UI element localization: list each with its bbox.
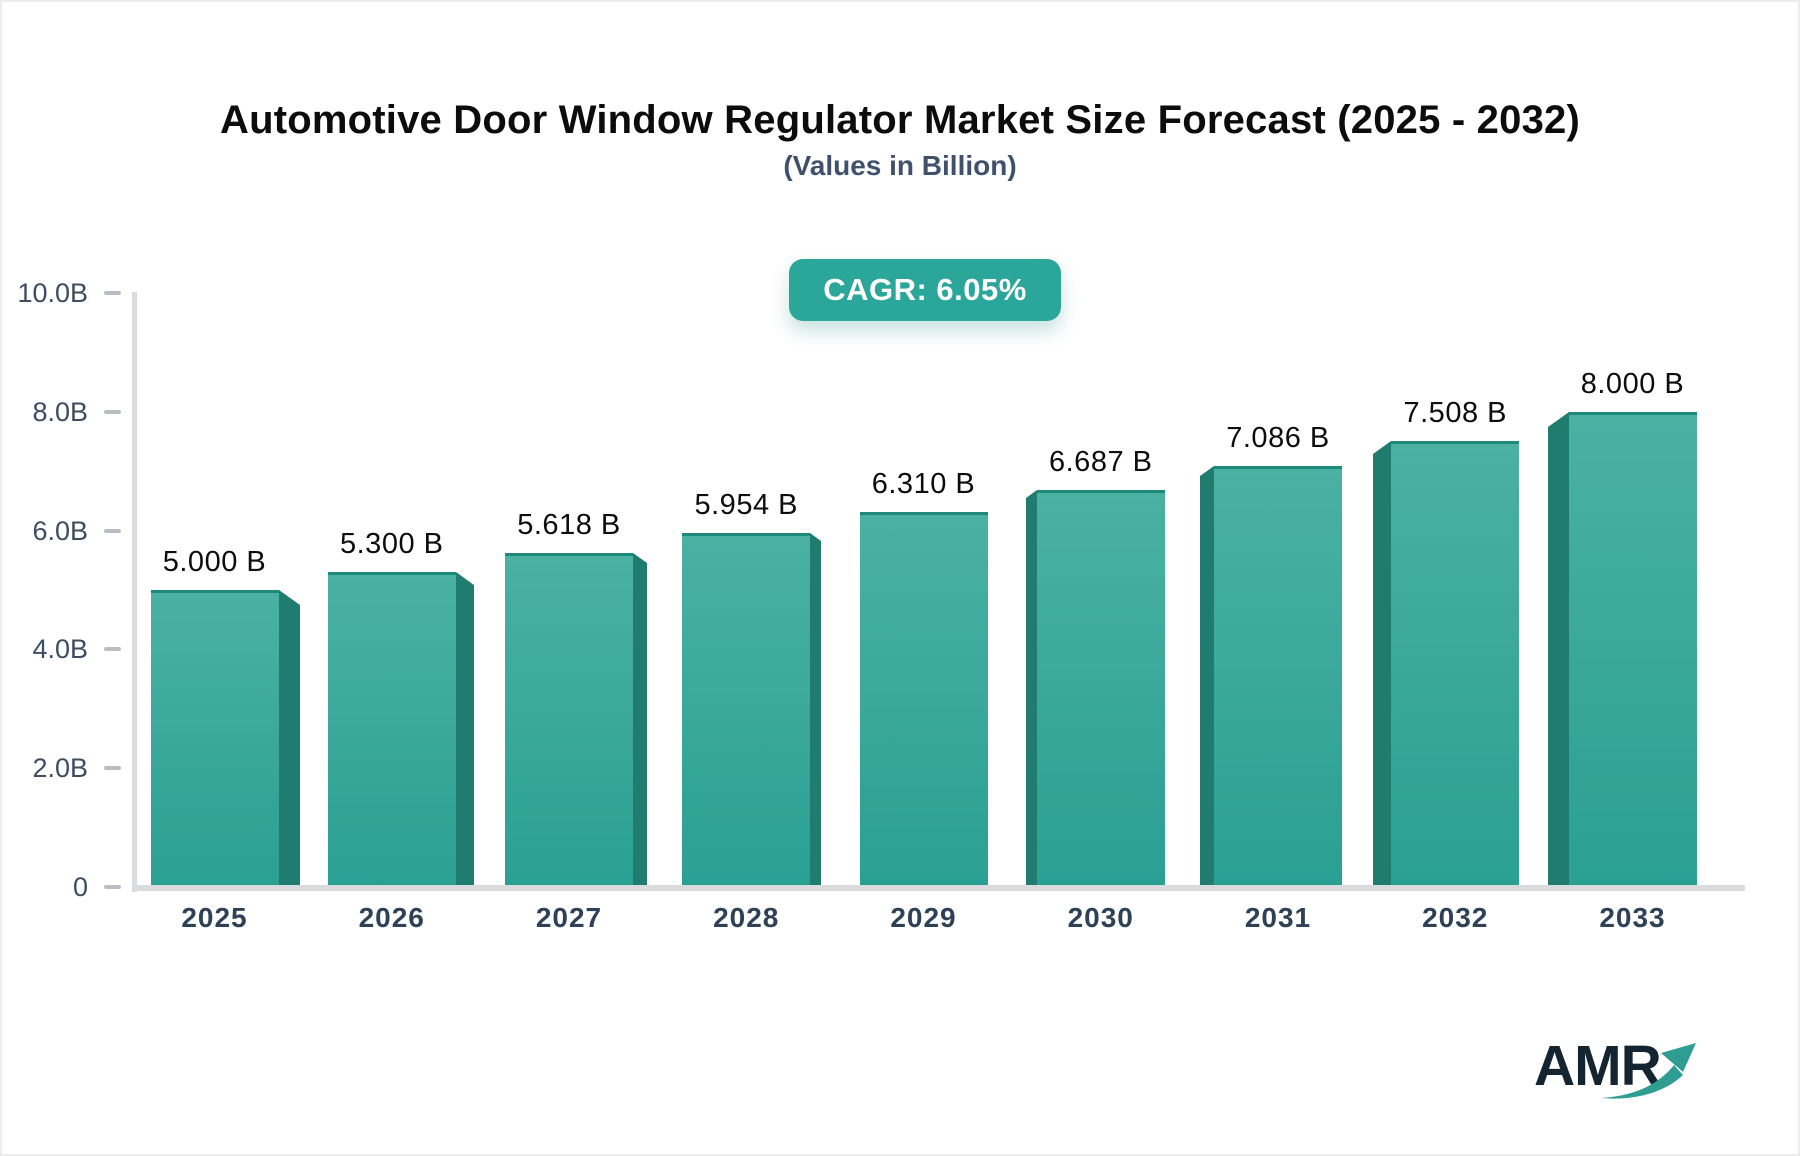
- bar-2031[interactable]: [1214, 466, 1342, 887]
- x-axis-label-2026: 2026: [358, 902, 425, 933]
- y-axis-tick-label: 4.0B: [32, 634, 88, 665]
- y-axis-tick-dash: [104, 647, 121, 652]
- logo-text: AMR: [1534, 1034, 1662, 1098]
- y-axis-tick-dash: [104, 528, 121, 533]
- x-axis-label-2029: 2029: [890, 902, 957, 933]
- amr-logo: AMR: [1534, 1033, 1714, 1113]
- x-axis-label-2032: 2032: [1422, 902, 1489, 933]
- y-axis-tick-label: 0: [72, 872, 88, 902]
- bar-side-face-2033: [1548, 412, 1569, 891]
- bar-value-label-2026: 5.300 B: [340, 528, 444, 560]
- bar-2033[interactable]: [1569, 412, 1697, 887]
- bar-2026[interactable]: [328, 572, 456, 887]
- y-axis-tick-label: 6.0B: [32, 515, 88, 546]
- bar-2030[interactable]: [1037, 490, 1165, 887]
- chart-subtitle: (Values in Billion): [783, 150, 1017, 181]
- x-axis-label-2025: 2025: [181, 902, 248, 933]
- y-axis-tick-dash: [104, 291, 121, 295]
- bar-2025[interactable]: [151, 590, 279, 887]
- bar-value-label-2027: 5.618 B: [517, 509, 621, 541]
- bar-value-label-2033: 8.000 B: [1580, 368, 1685, 400]
- bar-side-face-2031: [1200, 466, 1214, 891]
- x-axis-label-2030: 2030: [1067, 902, 1134, 933]
- bar-side-face-2030: [1026, 490, 1037, 891]
- bar-value-label-2032: 7.508 B: [1403, 397, 1507, 429]
- cagr-badge: CAGR: 6.05%: [789, 259, 1061, 321]
- x-axis-label-2027: 2027: [535, 902, 603, 933]
- bar-value-label-2031: 7.086 B: [1226, 422, 1330, 454]
- bar-2027[interactable]: [505, 553, 633, 887]
- bar-side-face-2028: [810, 533, 821, 891]
- page-title: Automotive Door Window Regulator Market …: [219, 98, 1580, 142]
- x-axis-label-2033: 2033: [1599, 902, 1666, 933]
- x-axis-label-2031: 2031: [1244, 902, 1312, 933]
- bar-value-label-2025: 5.000 B: [162, 546, 267, 578]
- y-axis-tick-label: 10.0B: [17, 278, 88, 308]
- y-axis-tick-label: 8.0B: [32, 396, 88, 427]
- y-axis-tick-dash: [104, 766, 121, 771]
- bar-value-label-2028: 5.954 B: [694, 489, 798, 521]
- bar-2032[interactable]: [1391, 441, 1519, 887]
- bar-value-label-2030: 6.687 B: [1049, 446, 1153, 478]
- y-axis-tick-dash: [104, 409, 121, 414]
- x-axis-line: [132, 885, 1745, 891]
- y-axis-line: [132, 292, 137, 892]
- growth-arrow-icon: [1601, 1043, 1696, 1099]
- bar-2029[interactable]: [860, 512, 988, 887]
- bar-2028[interactable]: [682, 533, 810, 887]
- bar-side-face-2026: [456, 572, 474, 891]
- bar-side-face-2025: [279, 590, 300, 891]
- bar-side-face-2027: [633, 553, 647, 891]
- bar-value-label-2029: 6.310 B: [871, 468, 976, 500]
- bar-side-face-2032: [1373, 441, 1391, 891]
- y-axis-tick-dash: [104, 885, 121, 889]
- x-axis-label-2028: 2028: [713, 902, 780, 933]
- y-axis-tick-label: 2.0B: [32, 753, 88, 784]
